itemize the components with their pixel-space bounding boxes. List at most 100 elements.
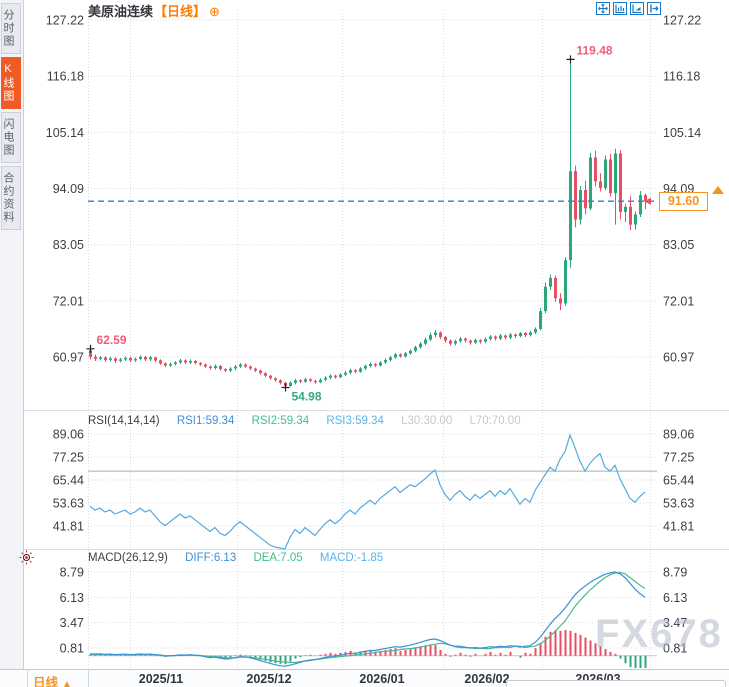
candle-body [524, 333, 527, 335]
last-bar-marker-icon [644, 197, 651, 205]
y-axis-label: 41.81 [53, 520, 84, 534]
candle-body [109, 358, 112, 360]
candle-body [594, 157, 597, 182]
rsi-l30-value: L30:30.00 [401, 415, 453, 427]
candle-body [204, 364, 207, 367]
chart-toolbar [596, 2, 661, 15]
sidebar-tab-lightning-chart[interactable]: 闪电图 [1, 112, 21, 163]
candle-body [569, 171, 572, 261]
candle-body [244, 364, 247, 367]
candle-body [174, 362, 177, 364]
period-tag: 【日线】 [154, 4, 207, 19]
candle-body [259, 370, 262, 374]
candle-body [514, 334, 517, 336]
sidebar-tab-time-chart[interactable]: 分时图 [1, 3, 21, 54]
candle-body [519, 333, 522, 337]
candle-body [599, 181, 602, 188]
candle-body [214, 366, 217, 368]
scale-left-axis-icon[interactable] [613, 2, 627, 15]
bottom-bar: 日线 ▲ 2025/11 2025/12 2026/01 2026/02 2026/03 [0, 669, 729, 687]
candle-body [614, 153, 617, 194]
candle-body [159, 360, 162, 364]
y-axis-label: 53.63 [663, 496, 694, 510]
candle-body [619, 153, 622, 212]
y-axis-label: 116.18 [663, 70, 700, 84]
candle-body [439, 332, 442, 338]
rsi-params-label: RSI(14,14,14) [88, 415, 160, 427]
candle-body [164, 363, 167, 366]
candle-body [559, 298, 562, 304]
y-axis-label: 60.97 [663, 351, 694, 365]
candle-body [89, 350, 92, 357]
x-axis-month-label: 2025/12 [246, 672, 292, 686]
candle-body [469, 340, 472, 343]
candle-body [359, 368, 362, 372]
candle-body [294, 380, 297, 383]
candle-body [229, 368, 232, 371]
candle-body [209, 366, 212, 368]
period-selector-button[interactable]: 日线 ▲ [33, 672, 72, 687]
candle-body [414, 347, 417, 351]
y-axis-label: 53.63 [53, 496, 84, 510]
candle-body [609, 159, 612, 194]
sidebar-tab-kline-chart[interactable]: K线图 [1, 57, 21, 109]
y-axis-label: 8.79 [60, 566, 84, 580]
x-axis-month-label: 2026/02 [464, 672, 510, 686]
y-axis-label: 83.05 [663, 238, 694, 252]
macd-dea-line [90, 571, 646, 664]
pan-move-icon[interactable] [596, 2, 610, 15]
y-axis-label: 6.13 [60, 591, 84, 605]
candle-body [449, 340, 452, 344]
macd-value: MACD:-1.85 [319, 552, 384, 564]
candle-body [429, 335, 432, 340]
macd-diff-line [89, 571, 646, 667]
candle-body [354, 370, 357, 372]
x-axis-month-label: 2026/01 [359, 672, 405, 686]
y-axis-label: 8.79 [663, 566, 687, 580]
annotation-label: 62.59 [97, 333, 127, 347]
candle-body [584, 190, 587, 209]
watermark: FX678 [595, 612, 723, 656]
candle-body [254, 368, 257, 371]
candle-body [634, 214, 637, 225]
add-indicator-icon[interactable]: ⊕ [209, 4, 220, 19]
candle-body [434, 332, 437, 335]
y-axis-label: 41.81 [663, 520, 694, 534]
y-axis-label: 72.01 [53, 294, 84, 308]
candle-body [114, 358, 117, 361]
rsi-line [89, 433, 646, 550]
sidebar-tab-contract-info[interactable]: 合约资料 [1, 166, 21, 230]
candle-body [269, 375, 272, 379]
candle-body [144, 356, 147, 360]
candle-body [339, 374, 342, 378]
candle-body [99, 357, 102, 359]
candle-body [149, 357, 152, 360]
horizontal-scrollbar[interactable] [506, 680, 726, 687]
candle-body [454, 341, 457, 344]
indicator-settings-icon[interactable] [19, 550, 34, 565]
chart-title: 美原油连续【日线】 ⊕ [88, 1, 220, 20]
annotation-label: 54.98 [292, 390, 322, 404]
candle-body [219, 366, 222, 370]
y-axis-label: 3.47 [60, 616, 84, 630]
candle-body [394, 354, 397, 358]
candle-body [389, 357, 392, 360]
scale-right-axis-icon[interactable] [630, 2, 644, 15]
candle-body [119, 359, 122, 361]
y-axis-label: 6.13 [663, 591, 687, 605]
candle-body [104, 357, 107, 360]
candle-body [479, 340, 482, 342]
period-label: 日线 [33, 676, 59, 687]
y-axis-label: 0.81 [60, 641, 84, 655]
candle-body [384, 359, 387, 363]
candle-body [539, 311, 542, 329]
rsi3-value: RSI3:59.34 [326, 415, 384, 427]
candle-body [134, 358, 137, 361]
candle-body [129, 357, 132, 361]
jump-to-latest-icon[interactable] [647, 2, 661, 15]
rsi-l70-value: L70:70.00 [469, 415, 521, 427]
candle-body [459, 338, 462, 342]
candle-body [364, 366, 367, 369]
candle-body [589, 157, 592, 209]
